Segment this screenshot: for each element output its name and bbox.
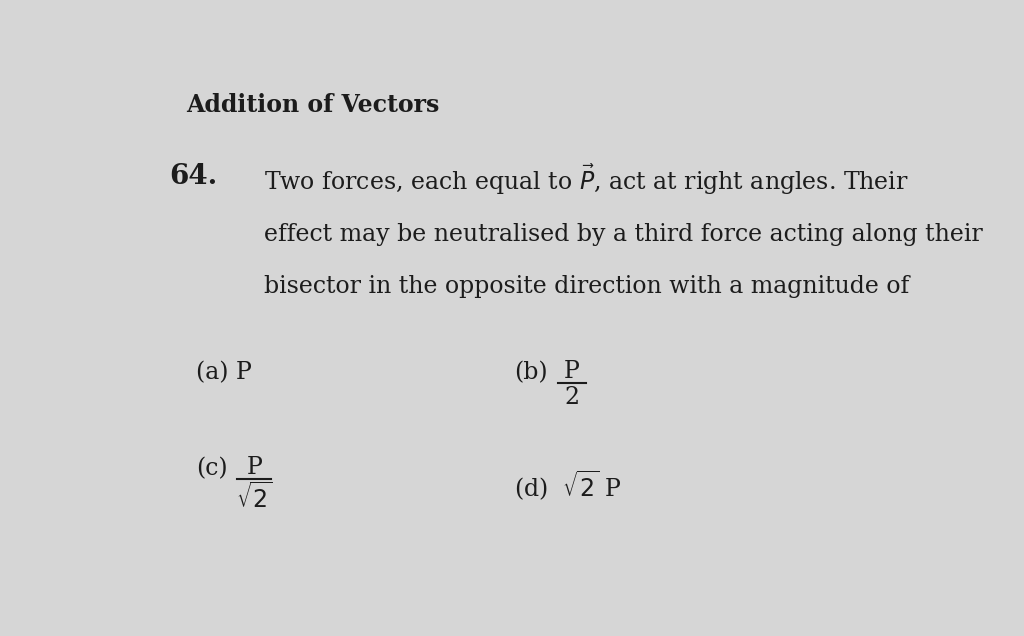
Text: effect may be neutralised by a third force acting along their: effect may be neutralised by a third for… [263,223,982,245]
Text: (b): (b) [514,361,548,384]
Text: P: P [564,360,580,383]
Text: bisector in the opposite direction with a magnitude of: bisector in the opposite direction with … [263,275,909,298]
Text: (d)  $\sqrt{2}$ P: (d) $\sqrt{2}$ P [514,469,622,503]
Text: Two forces, each equal to $\vec{P}$, act at right angles. Their: Two forces, each equal to $\vec{P}$, act… [263,163,908,197]
Text: 2: 2 [564,386,580,409]
Text: P: P [247,456,262,479]
Text: (c): (c) [197,457,227,480]
Text: (a) P: (a) P [197,361,252,384]
Text: Addition of Vectors: Addition of Vectors [186,93,439,117]
Text: $\sqrt{2}$: $\sqrt{2}$ [236,482,272,513]
Text: 64.: 64. [169,163,217,190]
